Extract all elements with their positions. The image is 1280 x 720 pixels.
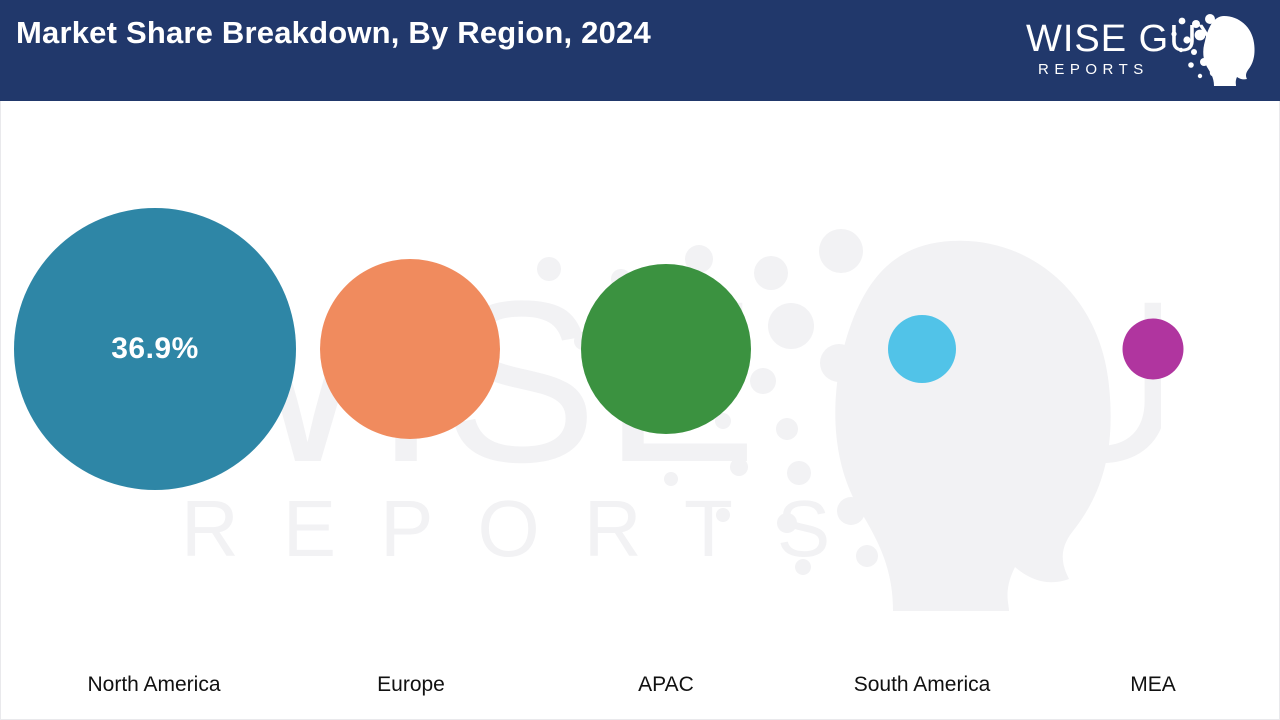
wise-guy-reports-logo: WISE GUY REPORTS bbox=[1024, 7, 1262, 87]
category-label-south-america: South America bbox=[853, 673, 991, 696]
category-label-europe: Europe bbox=[377, 673, 445, 696]
category-label-north-america: North America bbox=[87, 673, 221, 696]
bubble-north-america[interactable]: 36.9% bbox=[14, 208, 296, 490]
bubble-europe[interactable] bbox=[320, 259, 500, 439]
header-bar: Market Share Breakdown, By Region, 2024 … bbox=[0, 0, 1280, 101]
bubble-mea[interactable] bbox=[1122, 318, 1184, 380]
bubble-apac[interactable] bbox=[581, 264, 751, 434]
bubble-value-label: 36.9% bbox=[111, 332, 199, 365]
chart-plot-area: WISE GUY REPORTS bbox=[0, 101, 1280, 720]
category-label-mea: MEA bbox=[1130, 673, 1176, 696]
svg-text:REPORTS: REPORTS bbox=[1038, 61, 1149, 78]
bubble-south-america[interactable] bbox=[888, 315, 956, 383]
category-label-row: North America Europe APAC South America MEA bbox=[1, 101, 1279, 719]
bubble-layer: 36.9% bbox=[1, 101, 1279, 719]
category-label-apac: APAC bbox=[638, 673, 694, 696]
page-title: Market Share Breakdown, By Region, 2024 bbox=[16, 14, 651, 50]
